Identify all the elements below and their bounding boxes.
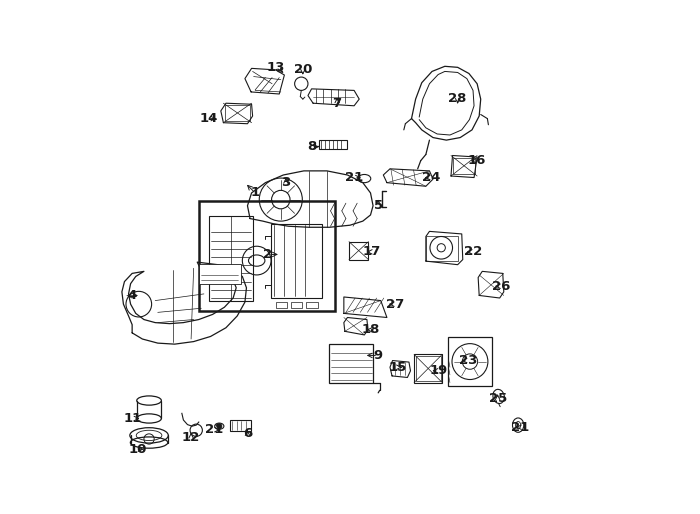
Text: 5: 5: [374, 199, 383, 212]
Bar: [291, 302, 302, 308]
Bar: [199, 200, 335, 311]
Text: 21: 21: [345, 171, 363, 184]
Polygon shape: [245, 68, 284, 94]
Text: 7: 7: [332, 97, 342, 109]
Bar: [225, 105, 249, 121]
Text: 9: 9: [374, 349, 383, 362]
Text: 28: 28: [449, 91, 467, 104]
Polygon shape: [344, 318, 368, 335]
Bar: [426, 236, 458, 261]
Text: 22: 22: [464, 245, 482, 259]
Text: 1: 1: [251, 187, 260, 199]
Text: 2: 2: [263, 248, 272, 261]
Bar: [349, 242, 368, 260]
Text: 11: 11: [124, 412, 142, 425]
Bar: [319, 140, 347, 150]
Circle shape: [217, 424, 222, 429]
Text: 13: 13: [267, 61, 285, 74]
Bar: [449, 338, 492, 386]
Bar: [416, 356, 441, 381]
Bar: [307, 302, 318, 308]
Polygon shape: [451, 156, 477, 177]
Text: 10: 10: [128, 443, 146, 456]
Text: 15: 15: [389, 361, 407, 374]
Text: 18: 18: [361, 323, 379, 336]
Text: 25: 25: [489, 393, 507, 406]
Text: 27: 27: [386, 298, 404, 310]
Bar: [199, 264, 241, 284]
Bar: [452, 158, 475, 174]
Bar: [330, 344, 373, 382]
Polygon shape: [308, 89, 359, 106]
Bar: [230, 420, 251, 431]
Text: 21: 21: [205, 423, 223, 436]
Bar: [270, 224, 322, 298]
Polygon shape: [478, 271, 504, 298]
Text: 14: 14: [199, 112, 218, 125]
Text: 20: 20: [294, 63, 312, 77]
Text: 26: 26: [492, 280, 510, 292]
Text: 21: 21: [511, 420, 529, 434]
Polygon shape: [426, 231, 463, 265]
Bar: [414, 354, 442, 382]
Text: 24: 24: [422, 171, 440, 184]
Text: 16: 16: [468, 154, 486, 167]
Text: 23: 23: [458, 354, 477, 367]
Bar: [276, 302, 287, 308]
Text: 19: 19: [430, 364, 448, 377]
Polygon shape: [220, 103, 253, 124]
Text: 3: 3: [281, 176, 290, 189]
Text: 12: 12: [182, 431, 200, 444]
Bar: [209, 216, 253, 301]
Polygon shape: [384, 169, 433, 186]
Polygon shape: [390, 360, 410, 377]
Polygon shape: [344, 297, 387, 318]
Text: 8: 8: [307, 140, 316, 153]
Text: 6: 6: [243, 427, 252, 440]
Text: 17: 17: [363, 245, 382, 259]
Text: 4: 4: [127, 289, 136, 302]
